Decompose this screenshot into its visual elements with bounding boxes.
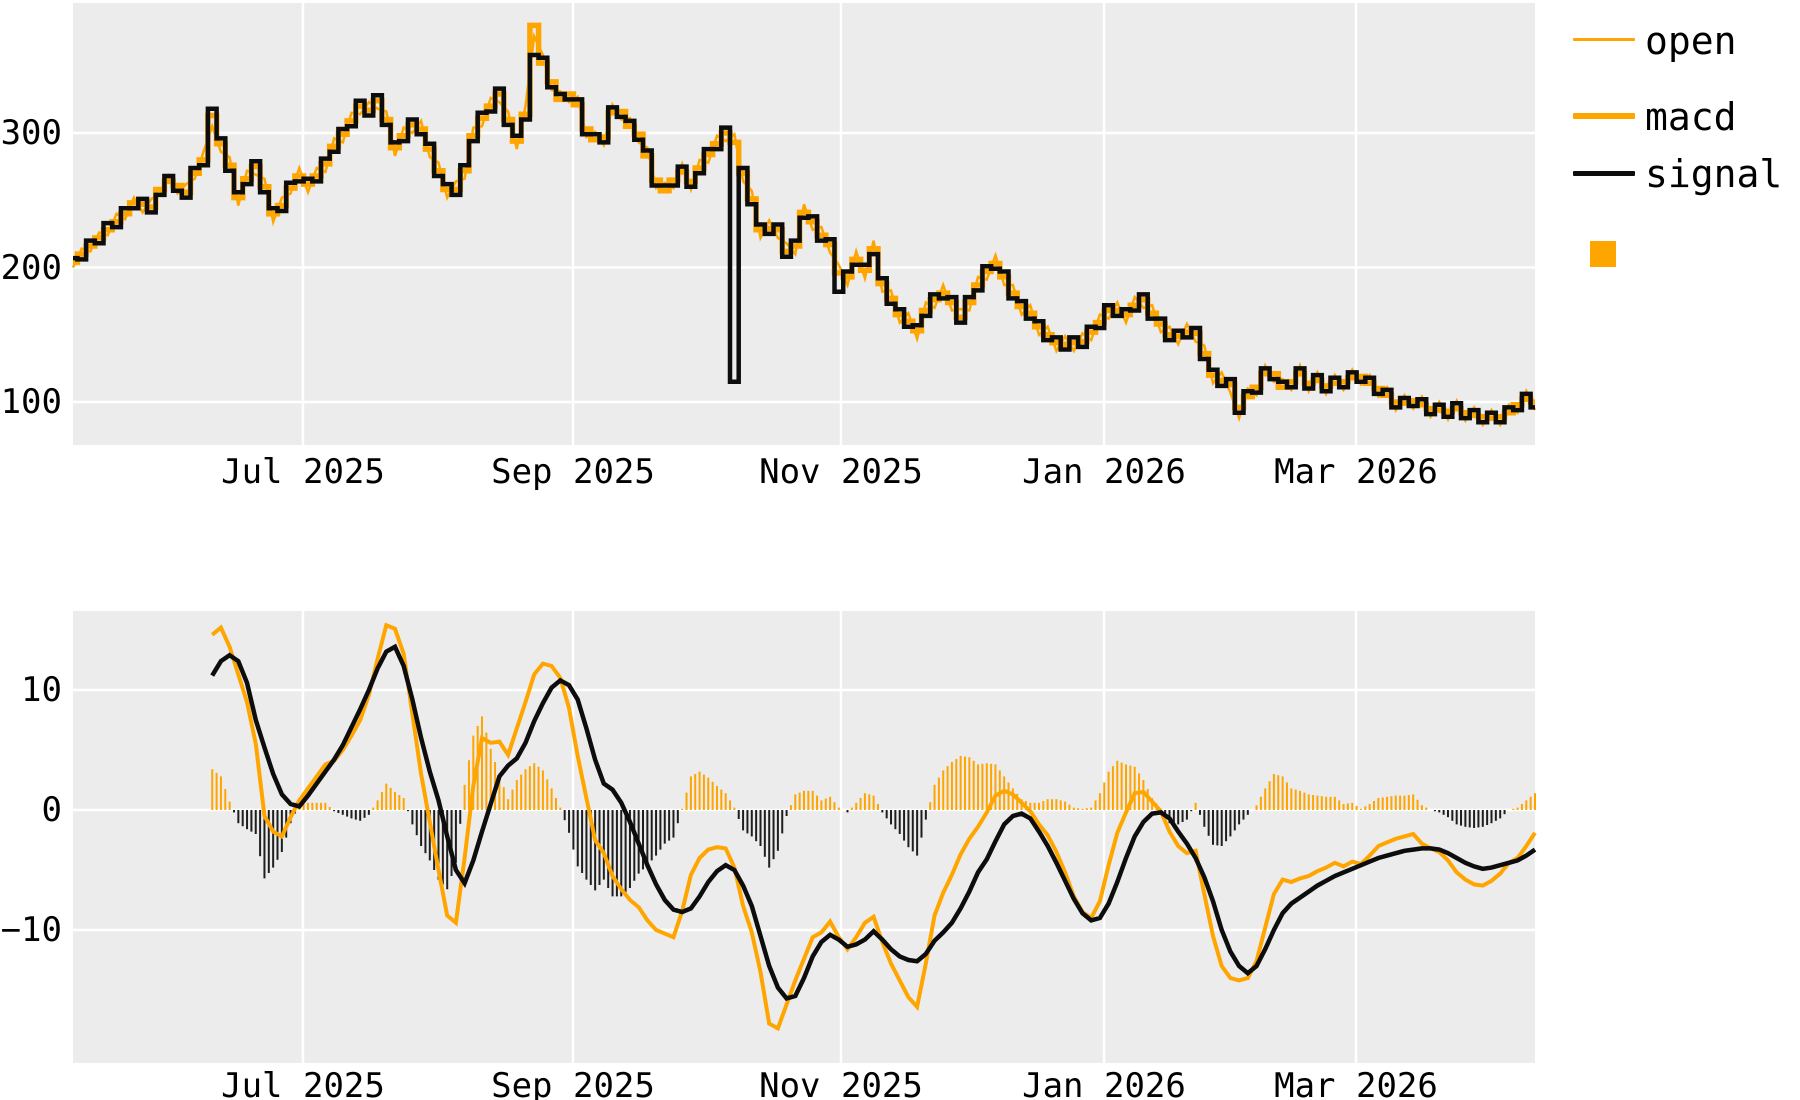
- bottom-xtick-nov2025: Nov 2025: [759, 1066, 923, 1100]
- legend-signal-label: signal: [1645, 152, 1783, 196]
- legend-open-label: open: [1645, 19, 1737, 63]
- bottom-xtick-sep2025: Sep 2025: [491, 1066, 655, 1100]
- top-xtick-sep2025: Sep 2025: [491, 452, 655, 492]
- oscillator-macd-series: [210, 622, 1537, 1032]
- bottom-xtick-jan2026: Jan 2026: [1022, 1066, 1186, 1100]
- top-xtick-mar2026: Mar 2026: [1274, 452, 1438, 492]
- bottom-xtick-jul2025: Jul 2025: [221, 1066, 385, 1100]
- bottom-ytick-0: 0: [41, 790, 62, 830]
- legend-histogram-square-icon: [1590, 241, 1616, 267]
- price-open-series: [71, 31, 1537, 428]
- top-xtick-nov2025: Nov 2025: [759, 452, 923, 492]
- legend-signal-line-icon: [1573, 171, 1635, 176]
- bottom-ytick-10: 10: [21, 670, 62, 710]
- legend-macd-line-icon: [1573, 113, 1635, 119]
- oscillator-signal-series: [210, 643, 1537, 1001]
- top-ytick-300: 300: [0, 113, 62, 153]
- bottom-xtick-mar2026: Mar 2026: [1274, 1066, 1438, 1100]
- legend-macd-label: macd: [1645, 95, 1737, 139]
- top-ytick-200: 200: [0, 248, 62, 288]
- top-xtick-jan2026: Jan 2026: [1022, 452, 1186, 492]
- bottom-ytick-neg10: −10: [0, 910, 62, 950]
- price-signal-series: [73, 52, 1535, 425]
- legend-open-line-icon: [1573, 38, 1635, 41]
- top-xtick-jul2025: Jul 2025: [221, 452, 385, 492]
- top-ytick-100: 100: [0, 382, 62, 422]
